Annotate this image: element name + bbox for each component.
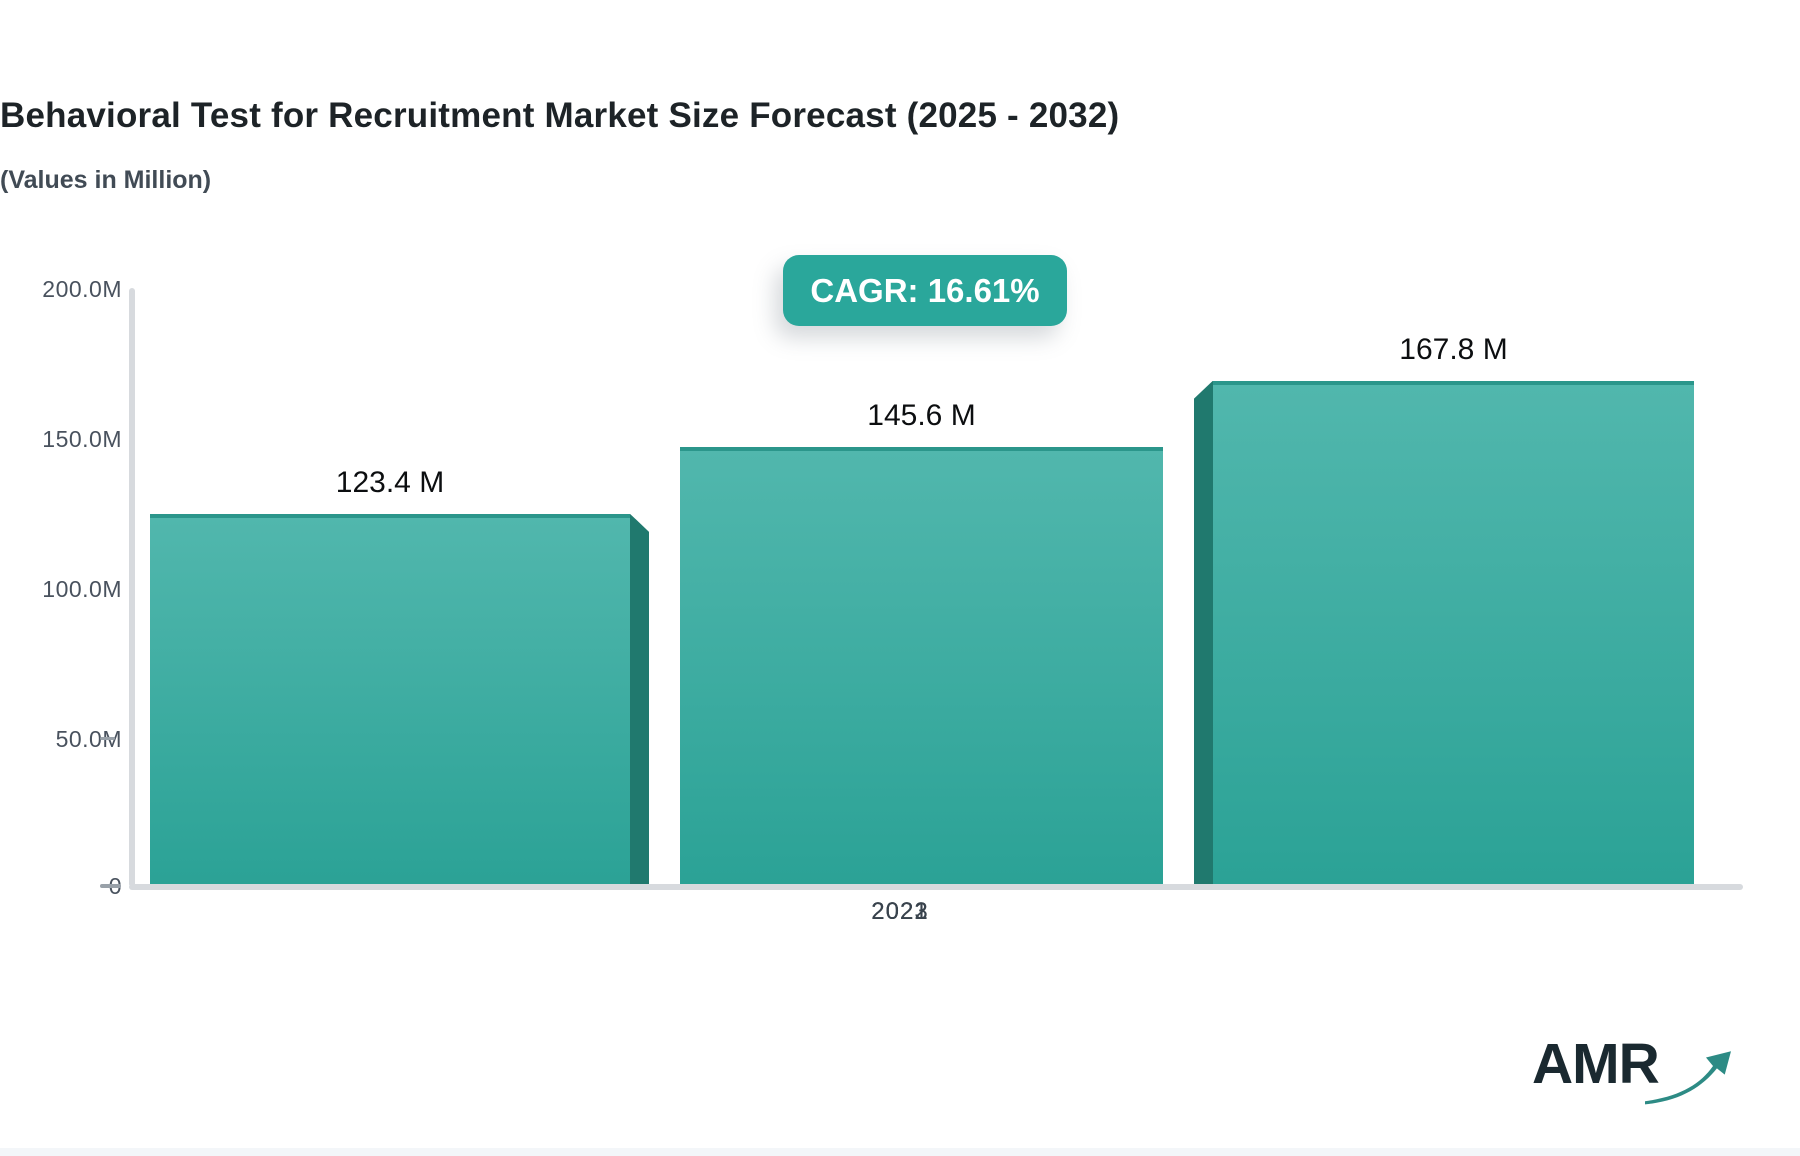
bar-2021 [150, 513, 630, 884]
x-axis-label-2022: 2022 [871, 898, 929, 925]
y-tick-label-150: 150.0M [42, 426, 122, 452]
y-tick-mark-50 [100, 737, 115, 740]
bar-value-label: 145.6 M [867, 399, 976, 433]
growth-arrow-icon [1644, 1051, 1731, 1105]
bar-2021-side-face [630, 513, 649, 884]
bar-value-label: 167.8 M [1399, 332, 1508, 366]
cagr-badge: CAGR: 16.61% [783, 255, 1067, 326]
cagr-badge-label: CAGR: 16.61% [810, 271, 1040, 309]
y-tick-mark-0 [100, 884, 121, 888]
bar-2022 [680, 447, 1163, 884]
amr-logo-text: AMR [1532, 1032, 1660, 1096]
bar-value-label: 123.4 M [335, 465, 445, 499]
y-tick-label-100: 100.0M [42, 576, 122, 602]
amr-logo: AMR [1532, 1036, 1731, 1112]
bar-2023 [1213, 380, 1694, 884]
card-bottom-edge [0, 1148, 1800, 1156]
page-title: Behavioral Test for Recruitment Market S… [0, 96, 1120, 135]
y-axis-line [129, 288, 135, 887]
y-tick-label-200: 200.0M [42, 276, 122, 302]
page-subtitle: (Values in Million) [0, 166, 212, 194]
x-axis-line [129, 884, 1743, 890]
x-axis-label-2023: 2023 [871, 898, 929, 925]
bar-2023-side-face [1194, 380, 1213, 884]
x-axis-label-2021: 2021 [871, 898, 929, 925]
